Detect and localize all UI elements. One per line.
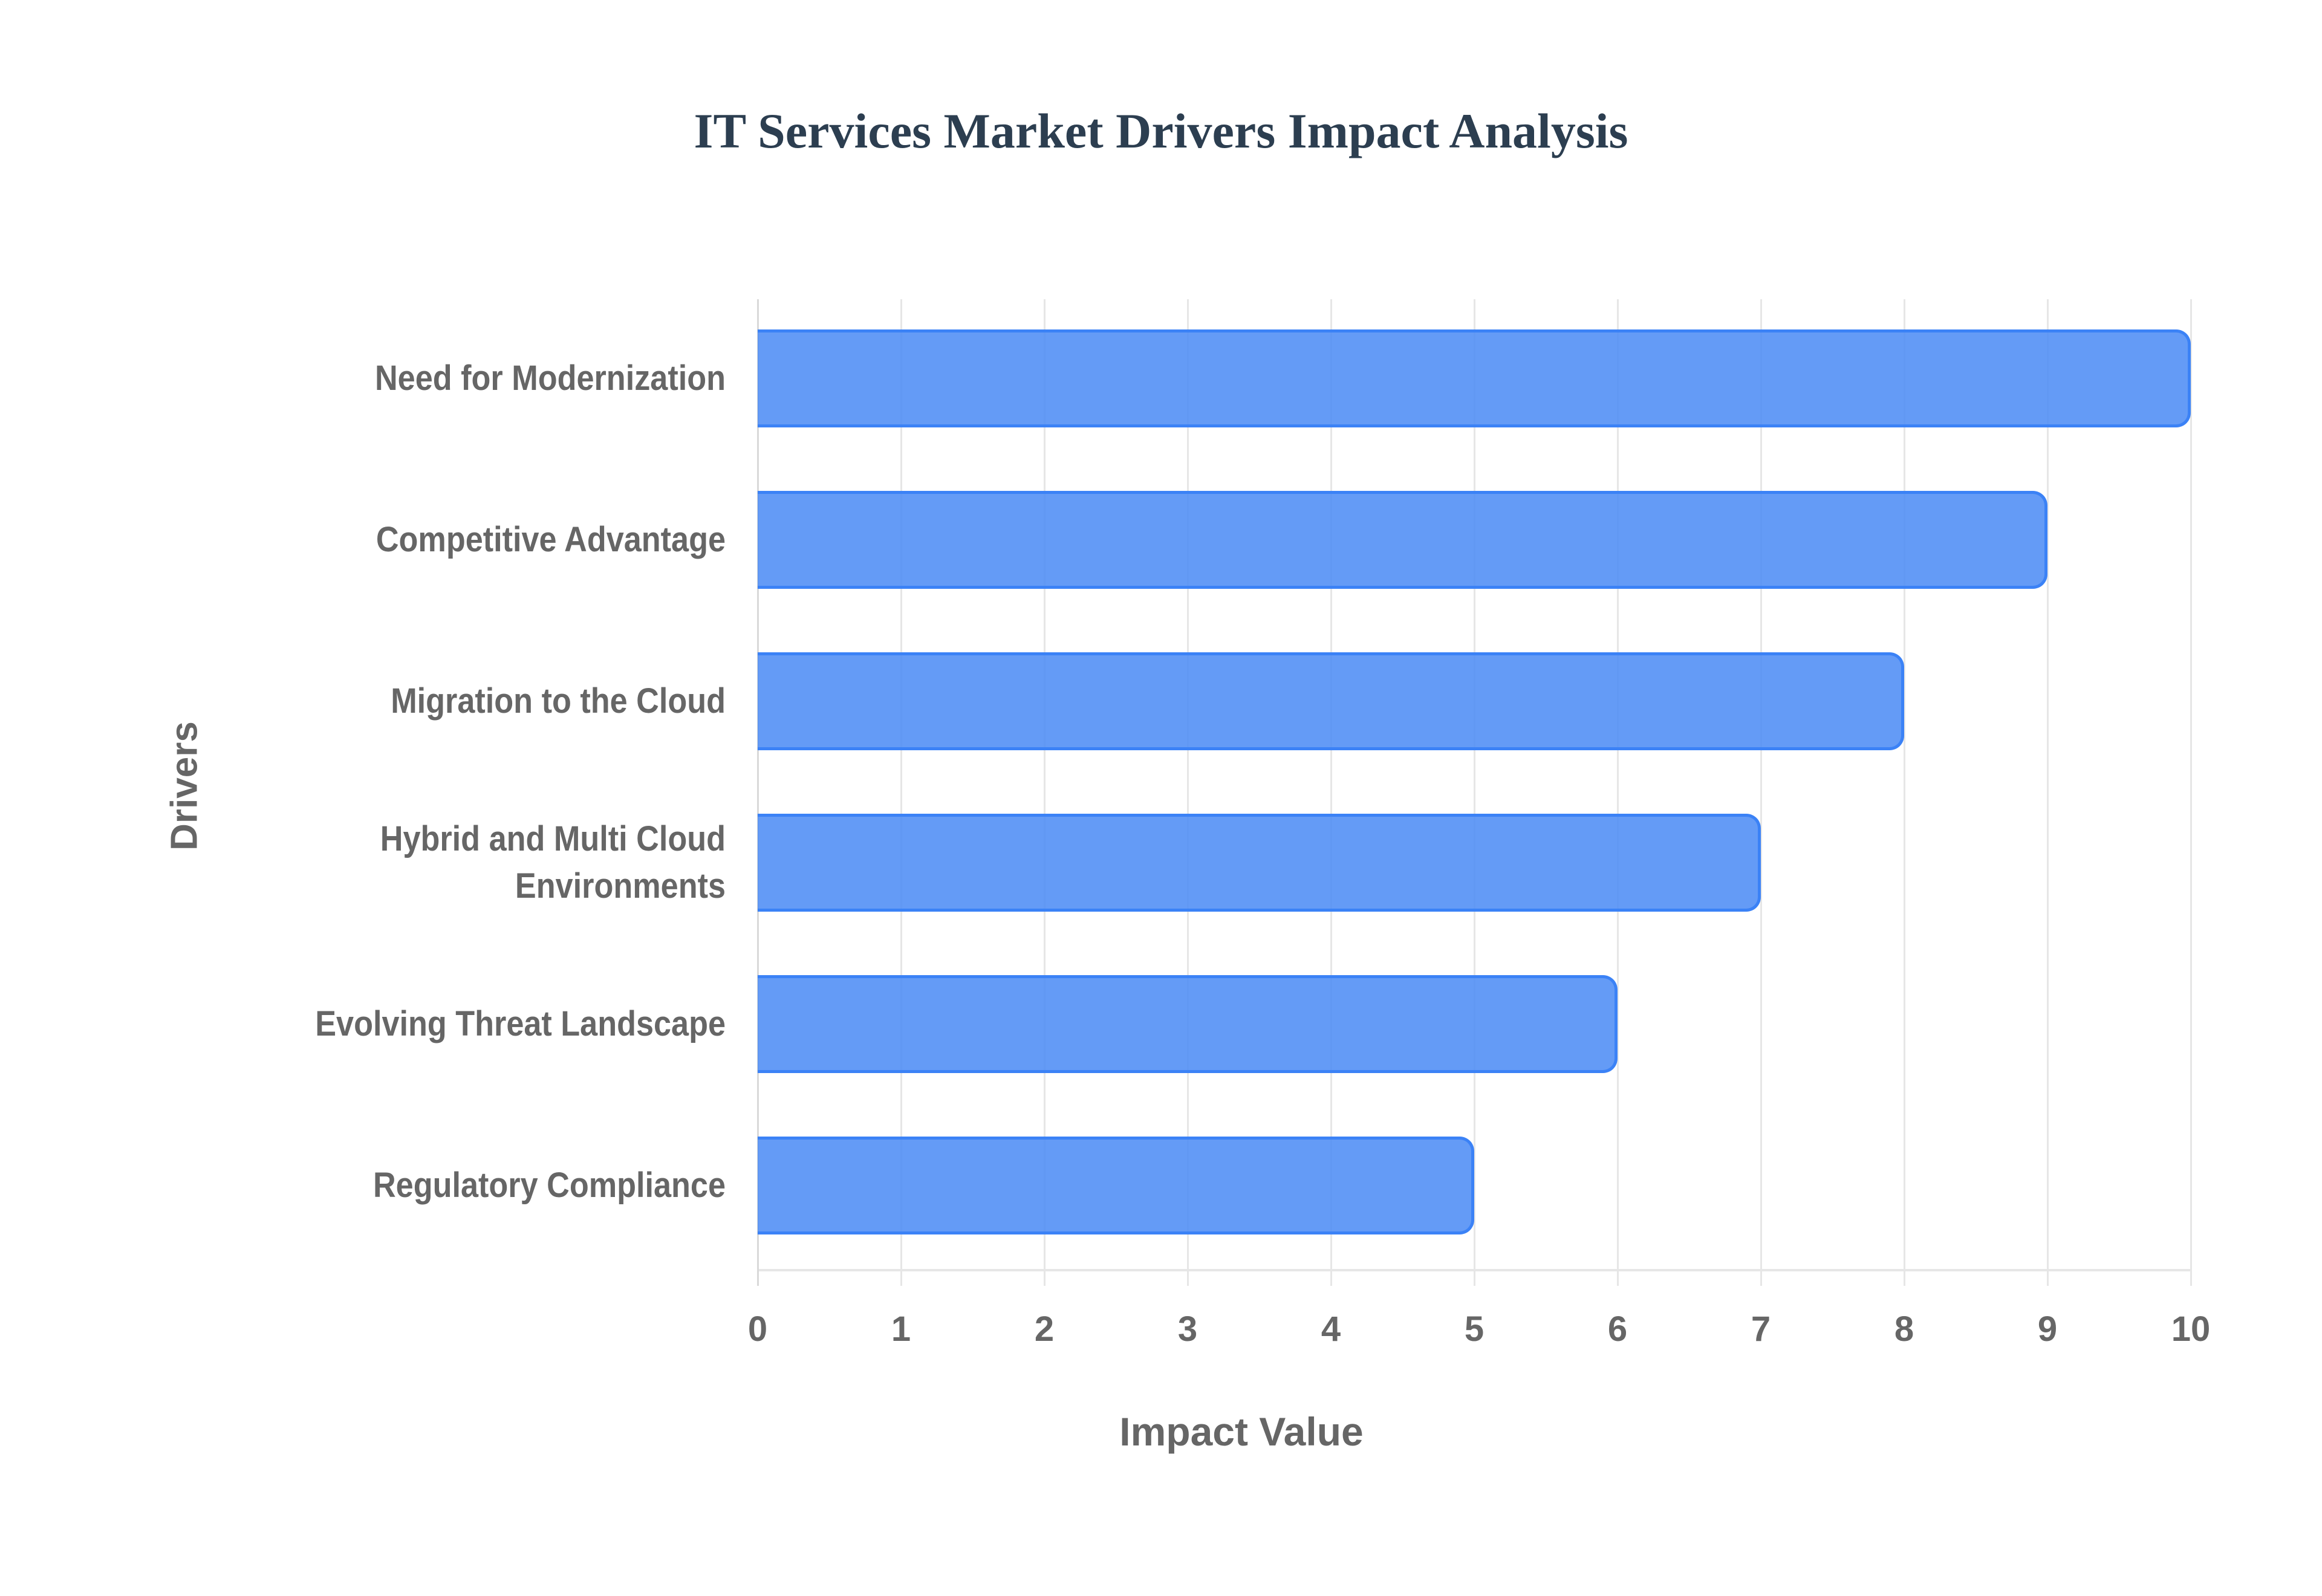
x-tick-label: 1 — [891, 1309, 911, 1349]
gridline — [1474, 299, 1475, 1286]
y-tick-label: Migration to the Cloud — [236, 678, 726, 725]
bar[interactable] — [758, 652, 1904, 750]
y-tick-label-line: Evolving Threat Landscape — [315, 1004, 726, 1043]
x-tick-label: 8 — [1894, 1309, 1914, 1349]
x-tick-label: 6 — [1607, 1309, 1628, 1349]
bar[interactable] — [758, 814, 1761, 912]
y-tick-label-line: Environments — [515, 866, 726, 906]
gridline — [1044, 299, 1046, 1286]
gridline — [1760, 299, 1762, 1286]
x-tick-label: 3 — [1177, 1309, 1198, 1349]
bar[interactable] — [758, 975, 1618, 1073]
gridline — [1617, 299, 1619, 1286]
y-tick-label-line: Need for Modernization — [374, 358, 726, 398]
x-tick-label: 5 — [1464, 1309, 1485, 1349]
x-tick-label: 7 — [1751, 1309, 1771, 1349]
plot-area — [757, 299, 2192, 1286]
y-tick-label: Hybrid and Multi Cloud Environments — [236, 816, 726, 910]
gridline — [2047, 299, 2049, 1286]
chart-title: IT Services Market Drivers Impact Analys… — [694, 103, 1628, 158]
x-tick-label: 2 — [1034, 1309, 1055, 1349]
y-tick-label-line: Hybrid and Multi Cloud — [380, 819, 726, 858]
gridline — [757, 299, 759, 1286]
y-tick-label: Need for Modernization — [236, 355, 726, 402]
y-tick-label: Regulatory Compliance — [236, 1162, 726, 1209]
bar[interactable] — [758, 329, 2191, 427]
gridline — [2190, 299, 2192, 1286]
bar[interactable] — [758, 1137, 1474, 1234]
y-axis-title: Drivers — [163, 721, 206, 851]
x-tick-label: 4 — [1321, 1309, 1341, 1349]
y-tick-label: Competitive Advantage — [236, 516, 726, 563]
gridline — [900, 299, 902, 1286]
gridline — [1904, 299, 1905, 1286]
y-tick-label-line: Regulatory Compliance — [372, 1166, 726, 1205]
bar[interactable] — [758, 491, 2047, 589]
y-tick-label-line: Migration to the Cloud — [391, 681, 726, 721]
x-axis-title: Impact Value — [1119, 1409, 1364, 1454]
gridline — [1187, 299, 1189, 1286]
x-tick-label: 9 — [2037, 1309, 2058, 1349]
y-tick-label-line: Competitive Advantage — [376, 520, 726, 559]
gridline — [1330, 299, 1332, 1286]
x-tick-label: 10 — [2171, 1309, 2211, 1349]
x-tick-label: 0 — [747, 1309, 768, 1349]
y-tick-label: Evolving Threat Landscape — [236, 1001, 726, 1048]
